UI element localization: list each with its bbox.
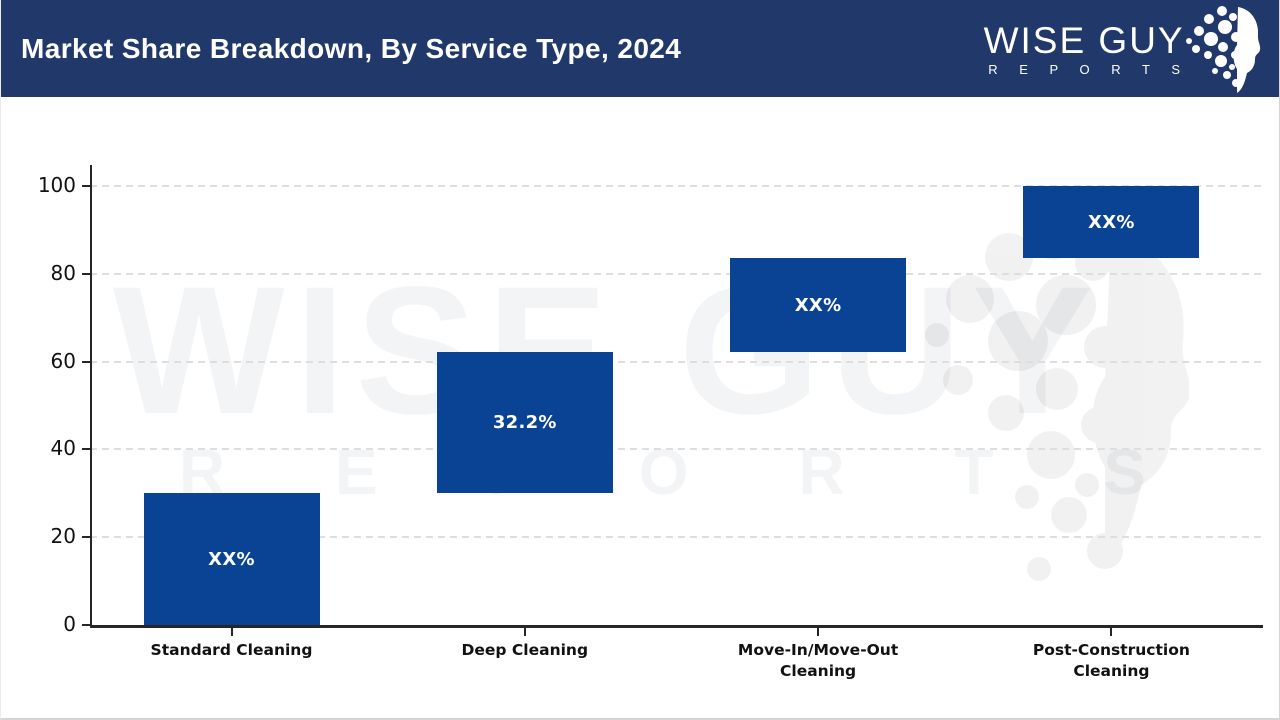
gridline <box>90 185 1263 187</box>
bar-value-label: XX% <box>794 294 842 316</box>
brand-logo-text: WISE GUY R E P O R T S <box>979 22 1189 76</box>
y-tick-mark <box>82 185 90 187</box>
page-title: Market Share Breakdown, By Service Type,… <box>21 32 682 64</box>
bar-segment: 32.2% <box>436 351 613 494</box>
gridline <box>90 448 1263 451</box>
chart-area: WISE GUY R E P O R T S 0 20 40 60 80 100 XX% St… <box>1 97 1279 718</box>
x-tick-mark <box>523 628 526 636</box>
brand-logo: WISE GUY R E P O R T S <box>979 3 1261 95</box>
watermark-subtitle-text: R E P O R T S <box>179 436 1192 508</box>
y-tick-label: 0 <box>63 612 76 636</box>
bar-value-label: XX% <box>1088 211 1135 233</box>
y-axis <box>90 165 92 627</box>
gridline <box>90 272 1263 275</box>
brand-subtitle: R E P O R T S <box>988 61 1189 77</box>
x-category-label: Deep Cleaning <box>461 641 589 659</box>
y-tick-label: 20 <box>50 524 76 549</box>
y-tick-mark <box>82 624 90 626</box>
y-tick-label: 80 <box>50 260 76 285</box>
dotted-head-logo-icon <box>1186 5 1261 93</box>
bar-segment: XX% <box>730 258 907 352</box>
bar-segment: XX% <box>1023 186 1200 259</box>
x-category-label: Post-Construction Cleaning <box>1032 641 1190 681</box>
brand-name: WISE GUY <box>983 19 1185 61</box>
y-tick-mark <box>82 536 90 539</box>
gridline <box>90 360 1263 363</box>
x-category-label: Move-In/Move-Out Cleaning <box>737 641 899 681</box>
y-tick-mark <box>82 448 90 451</box>
header-bar: Market Share Breakdown, By Service Type,… <box>1 0 1279 97</box>
y-tick-label: 40 <box>50 436 76 461</box>
bar-segment: XX% <box>143 493 320 625</box>
y-tick-mark <box>82 360 90 363</box>
bar-value-label: XX% <box>208 548 255 570</box>
x-category-label: Standard Cleaning <box>150 641 313 659</box>
dotted-head-watermark <box>925 218 1189 581</box>
x-tick-mark <box>1110 628 1113 636</box>
y-tick-mark <box>82 272 90 275</box>
x-tick-mark <box>230 628 233 636</box>
x-tick-mark <box>817 628 820 636</box>
gridline <box>90 536 1263 539</box>
x-axis <box>90 625 1263 628</box>
bar-value-label: 32.2% <box>492 412 557 434</box>
y-tick-label: 100 <box>37 173 76 197</box>
y-tick-label: 60 <box>50 348 76 373</box>
